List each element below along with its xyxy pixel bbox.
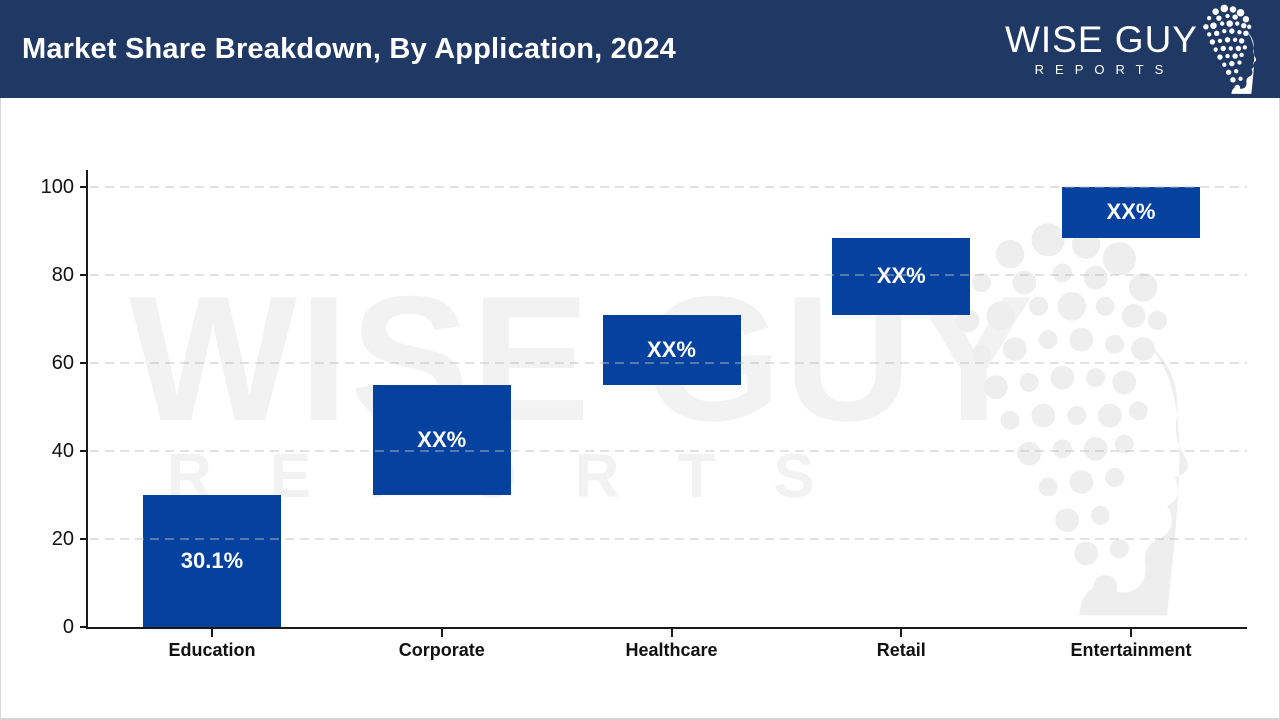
chart-plot: 30.1% XX% XX% XX% XX% 0 20 40 60 80 100 Education Co… <box>1 98 1279 718</box>
bar-value-label: XX% <box>647 336 696 362</box>
header-bar: Market Share Breakdown, By Application, … <box>0 0 1280 98</box>
y-tickmark-60 <box>80 362 88 364</box>
bar-retail: XX% <box>832 237 971 315</box>
bar-corporate: XX% <box>372 385 511 495</box>
brand-name: WISE GUY <box>1004 19 1198 60</box>
gridline-20 <box>90 538 1247 540</box>
y-tickmark-20 <box>80 538 88 540</box>
bar-value-label: XX% <box>417 426 467 452</box>
gridline-60 <box>90 362 1247 364</box>
y-tickmark-0 <box>80 626 88 628</box>
brand-logo: WISE GUY REPORTS <box>1005 3 1280 95</box>
bar-value-label: XX% <box>1106 199 1156 225</box>
gridline-40 <box>90 450 1247 452</box>
x-tick-label-retail: Retail <box>876 640 926 660</box>
page-title: Market Share Breakdown, By Application, … <box>22 32 676 65</box>
bar-healthcare: XX% <box>602 314 741 385</box>
x-tick-label-corporate: Corporate <box>398 640 485 660</box>
bar-education: 30.1% <box>143 494 281 627</box>
y-tickmark-100 <box>80 186 88 188</box>
gridline-80 <box>90 274 1247 276</box>
x-axis-line <box>86 627 1247 629</box>
y-tick-label-40: 40 <box>51 440 74 462</box>
y-tick-label-0: 0 <box>62 616 74 638</box>
y-tick-label-20: 20 <box>51 528 74 550</box>
x-tickmark-entertainment <box>1130 629 1132 637</box>
x-tickmark-education <box>211 629 213 637</box>
x-tick-label-healthcare: Healthcare <box>625 640 718 660</box>
bar-entertainment: XX% <box>1062 187 1200 238</box>
x-tick-label-education: Education <box>168 640 256 660</box>
y-tickmark-40 <box>80 450 88 452</box>
y-tickmark-80 <box>80 274 88 276</box>
brand-subname: REPORTS <box>1034 62 1175 77</box>
bar-value-label: XX% <box>876 263 926 289</box>
chart-canvas: WISE GUY REPORTS 30.1% XX% XX% XX% XX% 0 20 40 6… <box>0 98 1280 720</box>
x-tickmark-corporate <box>440 629 443 637</box>
y-tick-label-60: 60 <box>51 352 74 374</box>
y-tick-label-80: 80 <box>51 264 74 286</box>
brand-logo-text: WISE GUY REPORTS <box>1005 21 1198 77</box>
x-tickmark-retail <box>900 629 903 637</box>
x-tickmark-healthcare <box>670 629 673 637</box>
bar-value-label: 30.1% <box>180 547 244 573</box>
y-axis-line <box>86 170 88 629</box>
x-tick-label-entertainment: Entertainment <box>1070 640 1192 660</box>
gridline-100 <box>90 186 1247 188</box>
y-tick-label-100: 100 <box>40 176 74 198</box>
